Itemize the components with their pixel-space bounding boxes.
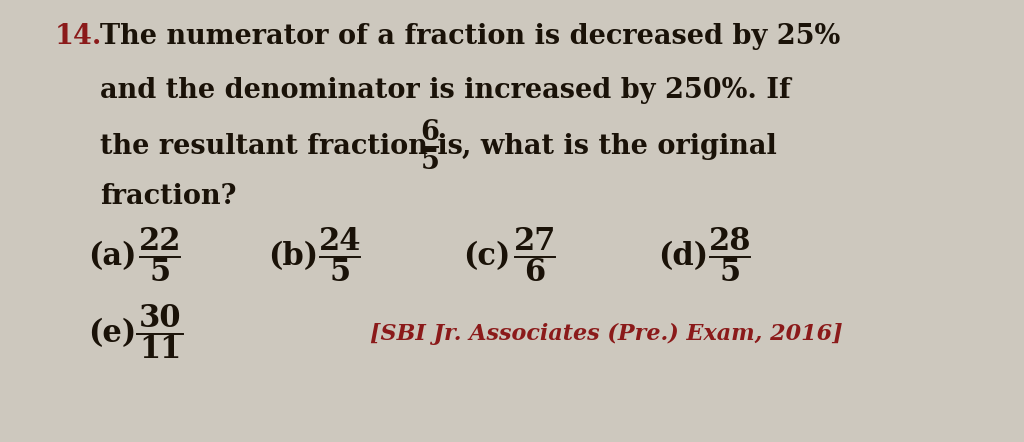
Text: (d): (d) xyxy=(658,241,709,273)
Text: 24: 24 xyxy=(318,226,361,257)
Text: 5: 5 xyxy=(720,257,740,288)
Text: 30: 30 xyxy=(138,303,181,334)
Text: (b): (b) xyxy=(268,241,318,273)
Text: 5: 5 xyxy=(421,148,439,175)
Text: 11: 11 xyxy=(139,334,181,366)
Text: (c): (c) xyxy=(463,241,510,273)
Text: and the denominator is increased by 250%. If: and the denominator is increased by 250%… xyxy=(100,76,791,103)
Text: 27: 27 xyxy=(514,226,556,257)
Text: (e): (e) xyxy=(88,319,136,350)
Text: 5: 5 xyxy=(330,257,350,288)
Text: (a): (a) xyxy=(88,241,136,273)
Text: 14.: 14. xyxy=(55,23,102,50)
Text: 6: 6 xyxy=(524,257,546,288)
Text: fraction?: fraction? xyxy=(100,183,237,210)
Text: 28: 28 xyxy=(709,226,752,257)
Text: 22: 22 xyxy=(138,226,181,257)
Text: 6: 6 xyxy=(421,119,439,146)
Text: [SBI Jr. Associates (Pre.) Exam, 2016]: [SBI Jr. Associates (Pre.) Exam, 2016] xyxy=(370,323,843,345)
Text: the resultant fraction is: the resultant fraction is xyxy=(100,133,463,160)
Text: 5: 5 xyxy=(150,257,171,288)
Text: The numerator of a fraction is decreased by 25%: The numerator of a fraction is decreased… xyxy=(100,23,841,50)
Text: , what is the original: , what is the original xyxy=(462,133,777,160)
